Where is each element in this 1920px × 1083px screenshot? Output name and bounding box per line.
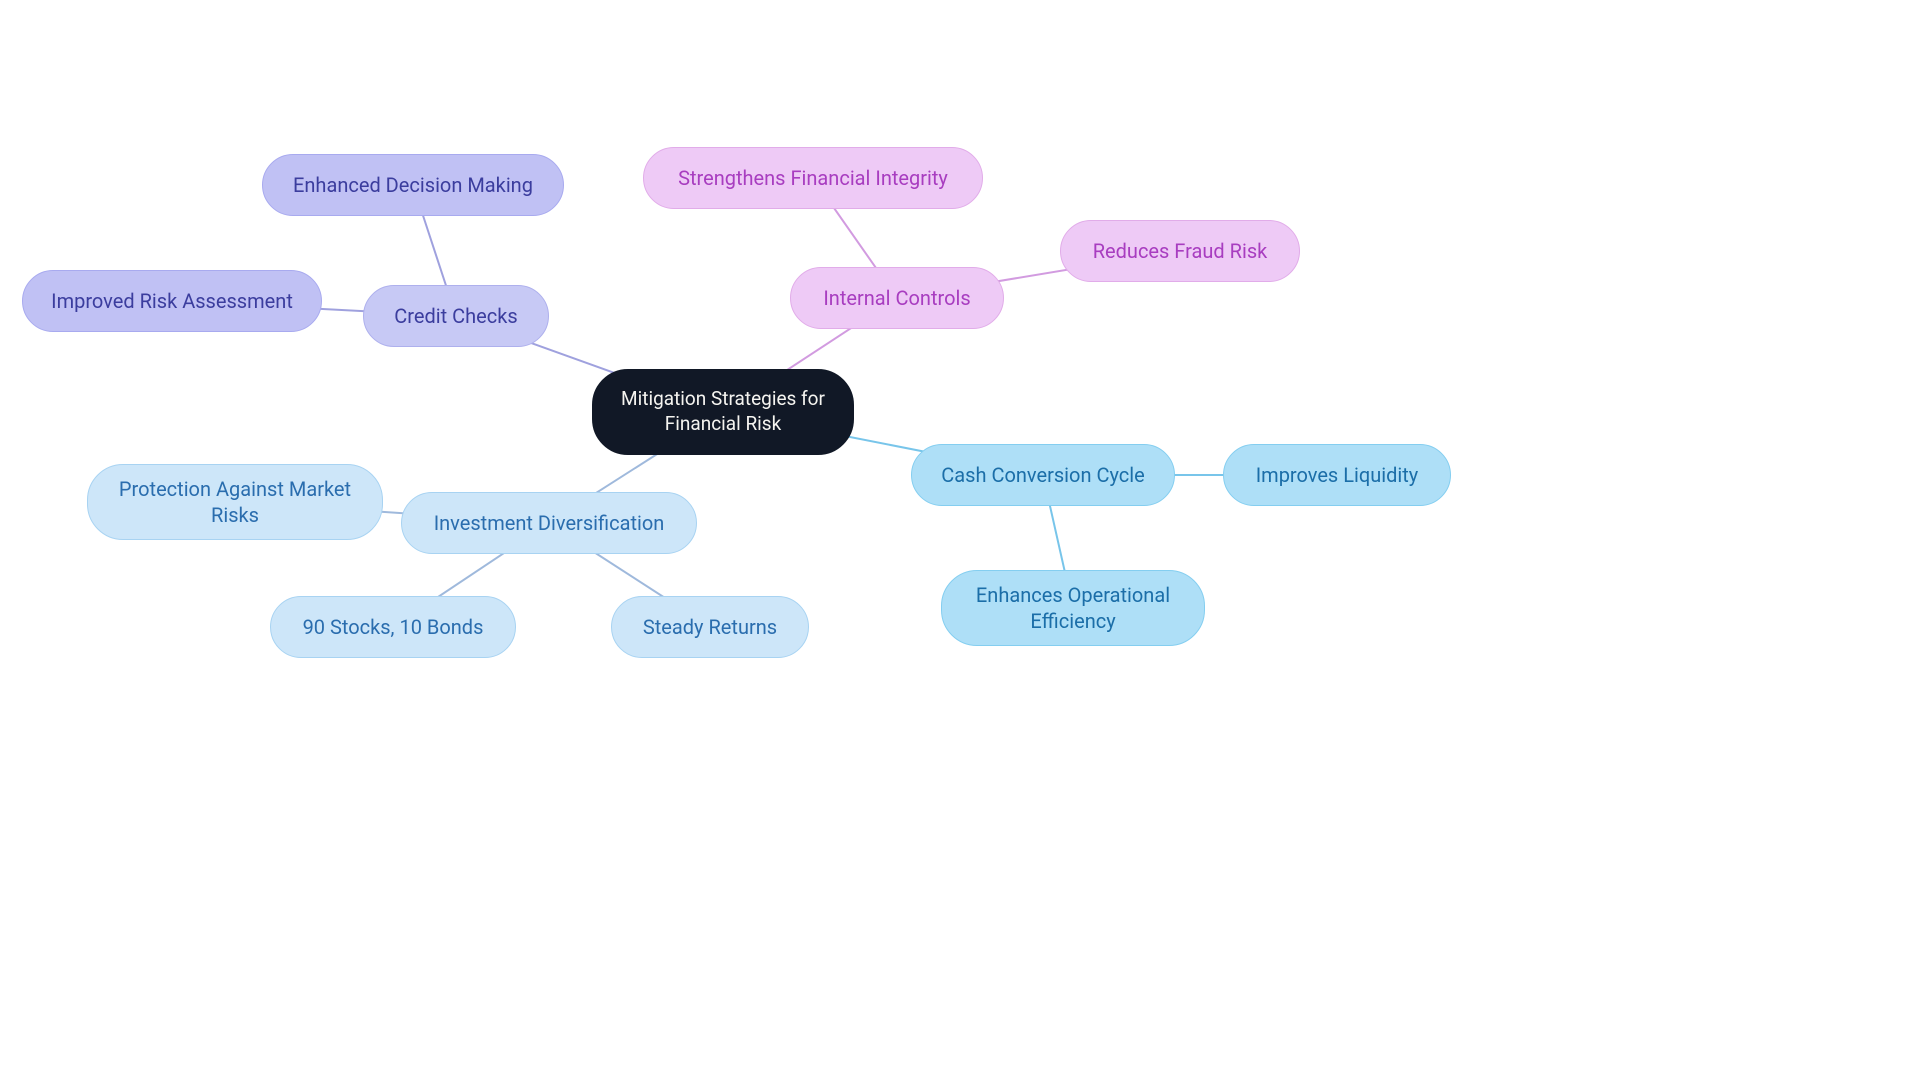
node-label: Credit Checks xyxy=(394,303,517,329)
node-internal: Internal Controls xyxy=(790,267,1004,329)
node-label: Enhances Operational Efficiency xyxy=(970,582,1176,634)
node-invest-protect: Protection Against Market Risks xyxy=(87,464,383,540)
node-label: Improves Liquidity xyxy=(1256,462,1419,488)
node-invest-returns: Steady Returns xyxy=(611,596,809,658)
node-label: Mitigation Strategies for Financial Risk xyxy=(621,387,825,436)
node-cash: Cash Conversion Cycle xyxy=(911,444,1175,506)
node-center: Mitigation Strategies for Financial Risk xyxy=(592,369,854,455)
node-invest-stocks: 90 Stocks, 10 Bonds xyxy=(270,596,516,658)
node-label: Steady Returns xyxy=(643,614,777,640)
node-label: Reduces Fraud Risk xyxy=(1093,238,1268,264)
node-label: Protection Against Market Risks xyxy=(116,476,354,528)
node-label: Improved Risk Assessment xyxy=(51,288,293,314)
node-internal-fraud: Reduces Fraud Risk xyxy=(1060,220,1300,282)
node-label: Cash Conversion Cycle xyxy=(941,462,1145,488)
node-label: Investment Diversification xyxy=(434,510,665,536)
node-label: Enhanced Decision Making xyxy=(293,172,533,198)
node-credit-risk: Improved Risk Assessment xyxy=(22,270,322,332)
node-label: Internal Controls xyxy=(823,285,970,311)
node-credit-decision: Enhanced Decision Making xyxy=(262,154,564,216)
node-label: 90 Stocks, 10 Bonds xyxy=(303,614,484,640)
node-label: Strengthens Financial Integrity xyxy=(678,165,948,191)
node-cash-eff: Enhances Operational Efficiency xyxy=(941,570,1205,646)
node-credit: Credit Checks xyxy=(363,285,549,347)
node-invest: Investment Diversification xyxy=(401,492,697,554)
node-internal-integrity: Strengthens Financial Integrity xyxy=(643,147,983,209)
node-cash-liquidity: Improves Liquidity xyxy=(1223,444,1451,506)
